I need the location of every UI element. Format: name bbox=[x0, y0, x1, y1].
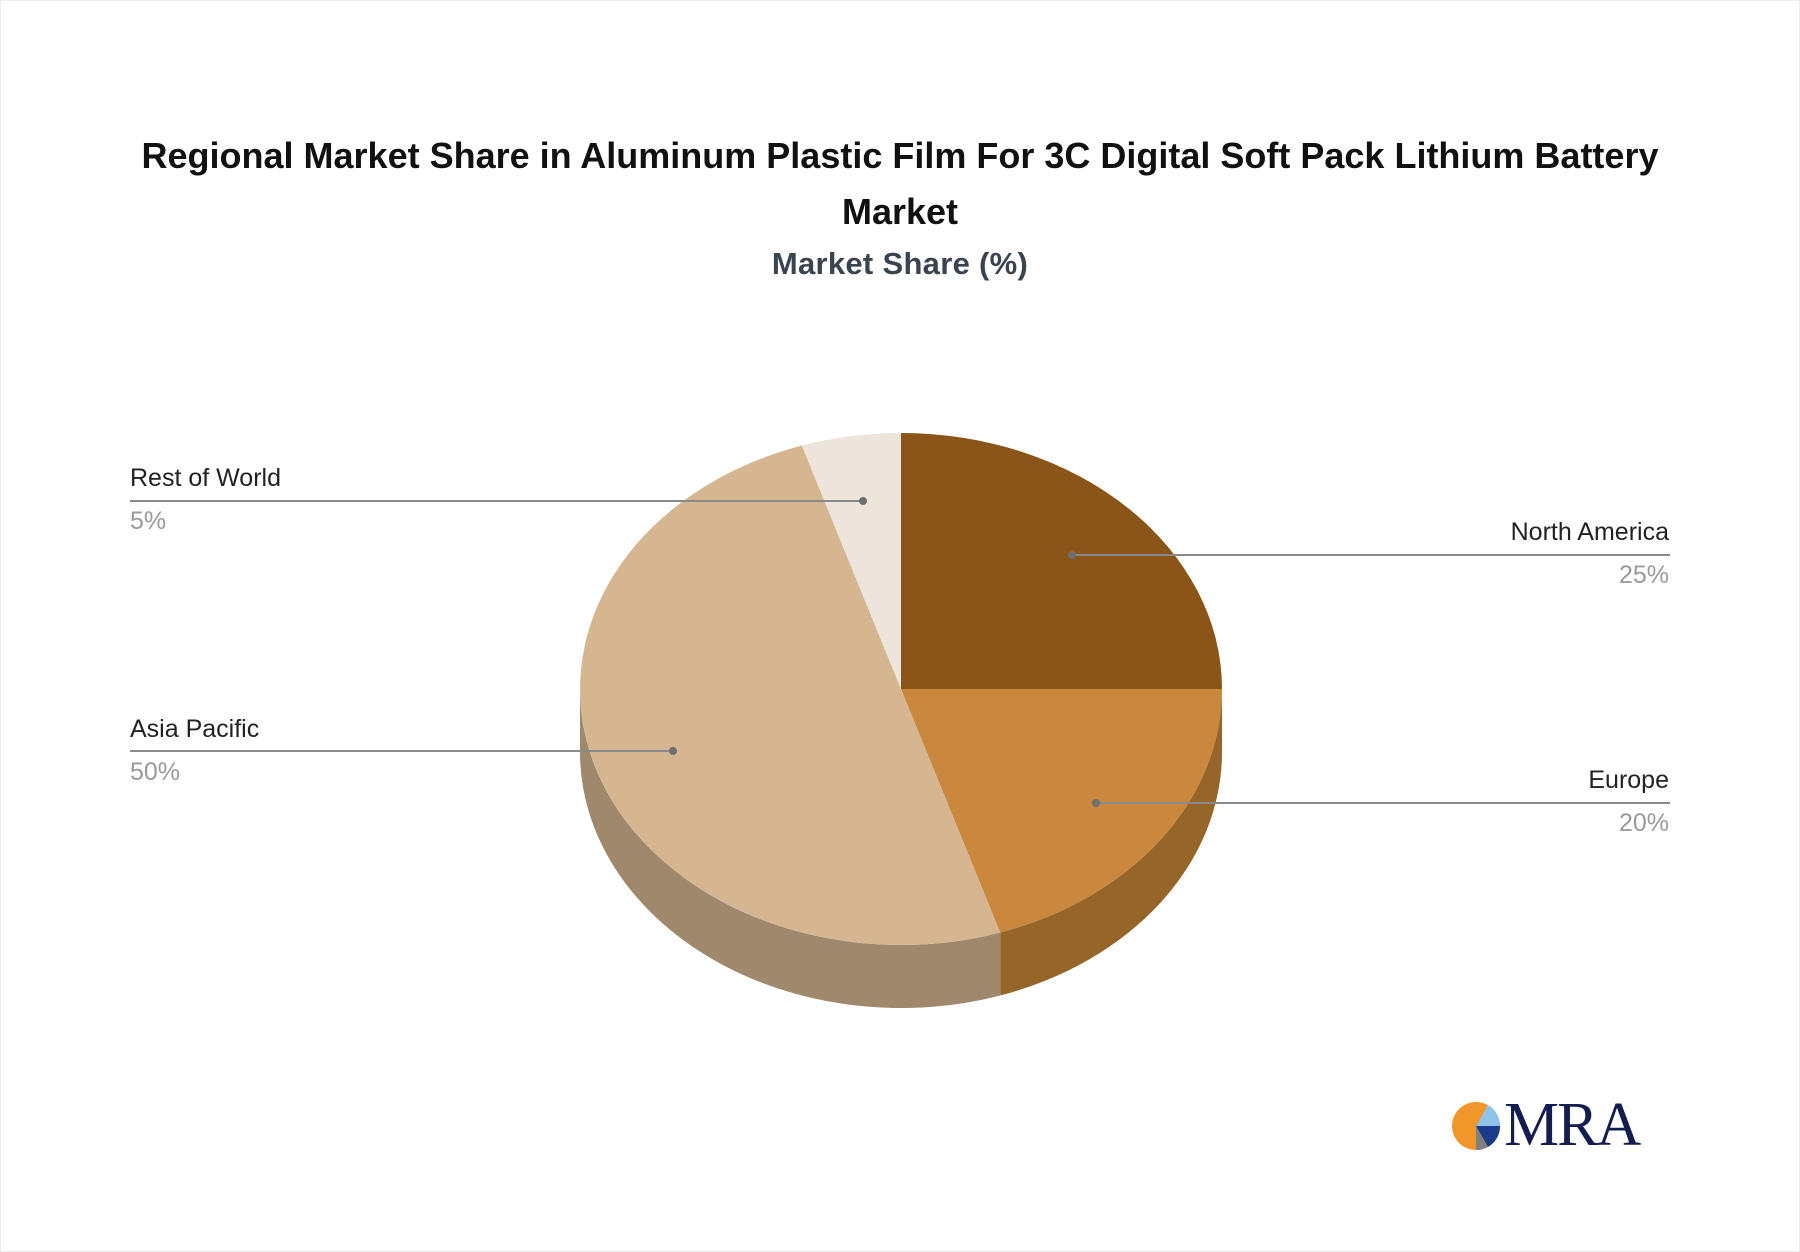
chart-subtitle: Market Share (%) bbox=[771, 246, 1029, 281]
pie-slices bbox=[580, 433, 1222, 945]
label-asia-pacific: Asia Pacific bbox=[130, 715, 260, 743]
label-rest-of-world: Rest of World bbox=[130, 464, 281, 492]
value-rest-of-world: 5% bbox=[130, 507, 167, 535]
value-europe: 20% bbox=[1618, 809, 1669, 837]
label-north-america: North America bbox=[1510, 518, 1669, 546]
value-north-america: 25% bbox=[1618, 561, 1669, 589]
mra-logo: MRA bbox=[1448, 1092, 1648, 1158]
value-asia-pacific: 50% bbox=[130, 758, 181, 786]
chart-title-line-2: Market bbox=[841, 191, 959, 232]
chart-title-line-1: Regional Market Share in Aluminum Plasti… bbox=[141, 135, 1659, 176]
pie-slice-rest-of-world bbox=[801, 433, 901, 689]
pie-side-asia-pacific bbox=[579, 689, 1001, 1008]
pie-side-europe bbox=[1000, 689, 1222, 996]
leader-dot bbox=[1068, 551, 1076, 559]
logo-pie-icon bbox=[1452, 1102, 1501, 1151]
leader-lines bbox=[130, 497, 1670, 807]
leader-dot bbox=[669, 747, 677, 755]
logo-text: MRA bbox=[1504, 1091, 1641, 1159]
leader-dot bbox=[859, 497, 867, 505]
chart-title: Regional Market Share in Aluminum Plasti… bbox=[100, 128, 1700, 240]
pie-slice-europe bbox=[901, 689, 1222, 933]
pie-side-walls bbox=[579, 689, 1222, 1008]
pie-slice-north-america bbox=[901, 433, 1222, 689]
pie-slice-asia-pacific bbox=[580, 445, 1001, 945]
leader-dot bbox=[1092, 799, 1100, 807]
label-europe: Europe bbox=[1588, 766, 1669, 794]
